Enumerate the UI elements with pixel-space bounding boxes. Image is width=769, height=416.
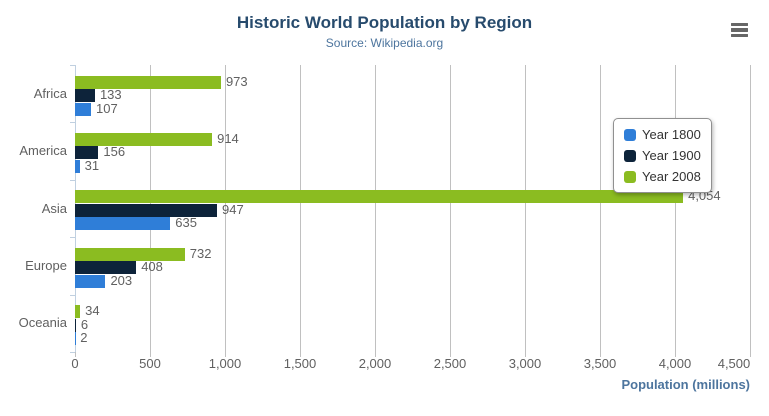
bar-data-label: 2 (80, 330, 88, 346)
bar-data-label: 947 (222, 201, 244, 217)
bar-year-1800[interactable] (75, 102, 92, 116)
x-axis-tick-label: 4,000 (658, 356, 692, 371)
bar-year-1800[interactable] (75, 274, 106, 288)
bar-year-1800[interactable] (75, 217, 171, 231)
x-axis-tick (150, 352, 151, 357)
bar-data-label: 107 (96, 100, 118, 116)
context-menu-button[interactable] (728, 18, 754, 42)
gridline (225, 65, 226, 352)
x-axis-tick-label: 1,000 (208, 356, 242, 371)
x-axis-tick-label: 0 (71, 356, 79, 371)
gridline (600, 65, 601, 352)
legend-label: Year 1800 (642, 127, 701, 142)
x-axis-tick (525, 352, 526, 357)
legend-swatch-icon (624, 170, 636, 183)
x-axis-tick-label: 2,500 (433, 356, 467, 371)
bar-data-label: 156 (103, 144, 126, 160)
x-axis-tick-label: 3,500 (583, 356, 617, 371)
bar-year-2008[interactable] (75, 247, 185, 261)
bar-year-1900[interactable] (75, 146, 99, 160)
bar-data-label: 914 (217, 130, 239, 146)
bar-year-1900[interactable] (75, 89, 95, 102)
category-axis-tick (70, 65, 75, 66)
bar-year-2008[interactable] (75, 75, 221, 89)
x-axis-tick (300, 352, 301, 357)
legend-item-year-2008[interactable]: Year 2008 (624, 169, 701, 184)
bar-data-label: 6 (80, 316, 89, 332)
x-axis-tick-label: 4,500 (717, 356, 751, 371)
x-axis-tick (750, 352, 751, 357)
category-axis-tick (70, 294, 75, 296)
gridline (675, 65, 676, 352)
bar-year-1900[interactable] (75, 203, 218, 217)
bar-data-label: 732 (189, 245, 212, 261)
bar-year-1900[interactable] (75, 318, 76, 332)
bar-year-2008[interactable] (75, 132, 213, 146)
bar-data-label: 133 (99, 87, 122, 102)
bar-data-label: 408 (141, 259, 163, 275)
category-axis-tick (70, 237, 75, 239)
legend-item-year-1900[interactable]: Year 1900 (624, 148, 701, 163)
chart-title: Historic World Population by Region (236, 13, 533, 32)
x-axis-tick (450, 352, 451, 357)
legend-swatch-icon (624, 128, 636, 141)
bar-year-1900[interactable] (75, 261, 137, 275)
legend-swatch-icon (624, 149, 636, 162)
bar-data-label: 34 (85, 303, 100, 319)
bar-data-label: 203 (110, 272, 133, 288)
x-axis-tick (225, 352, 226, 357)
chart-subtitle: Source: Wikipedia.org (325, 36, 444, 50)
x-axis-tick-label: 1,500 (283, 356, 317, 371)
legend-label: Year 2008 (642, 169, 701, 184)
x-axis-tick-label: 500 (139, 356, 161, 371)
bar-data-label: 31 (84, 157, 100, 173)
x-axis-tick (75, 352, 76, 357)
x-axis-tick (675, 352, 676, 357)
bar-year-1800[interactable] (75, 159, 80, 173)
x-axis-title: Population (millions) (621, 377, 750, 392)
category-axis-tick (70, 179, 75, 181)
gridline (525, 65, 526, 352)
gridline (300, 65, 301, 352)
gridline (450, 65, 451, 352)
legend: Year 1800 Year 1900 Year 2008 (613, 118, 712, 193)
category-label: Oceania (18, 315, 67, 331)
bar-year-2008[interactable] (75, 305, 81, 319)
x-axis-tick-label: 3,000 (508, 356, 542, 371)
bar-data-label: 635 (175, 215, 197, 231)
category-axis-tick (70, 352, 75, 353)
category-axis-tick (70, 122, 75, 124)
category-label: America (19, 143, 67, 159)
gridline (375, 65, 376, 352)
category-label: Africa (33, 85, 67, 101)
category-label: Europe (25, 257, 67, 273)
x-axis-tick-label: 2,000 (358, 356, 392, 371)
x-axis-tick (600, 352, 601, 357)
legend-item-year-1800[interactable]: Year 1800 (624, 127, 701, 142)
category-label: Asia (41, 200, 67, 216)
bar-year-2008[interactable] (75, 190, 684, 204)
gridline (750, 65, 751, 352)
x-axis-tick (375, 352, 376, 357)
bar-data-label: 973 (225, 73, 248, 89)
legend-label: Year 1900 (642, 148, 701, 163)
